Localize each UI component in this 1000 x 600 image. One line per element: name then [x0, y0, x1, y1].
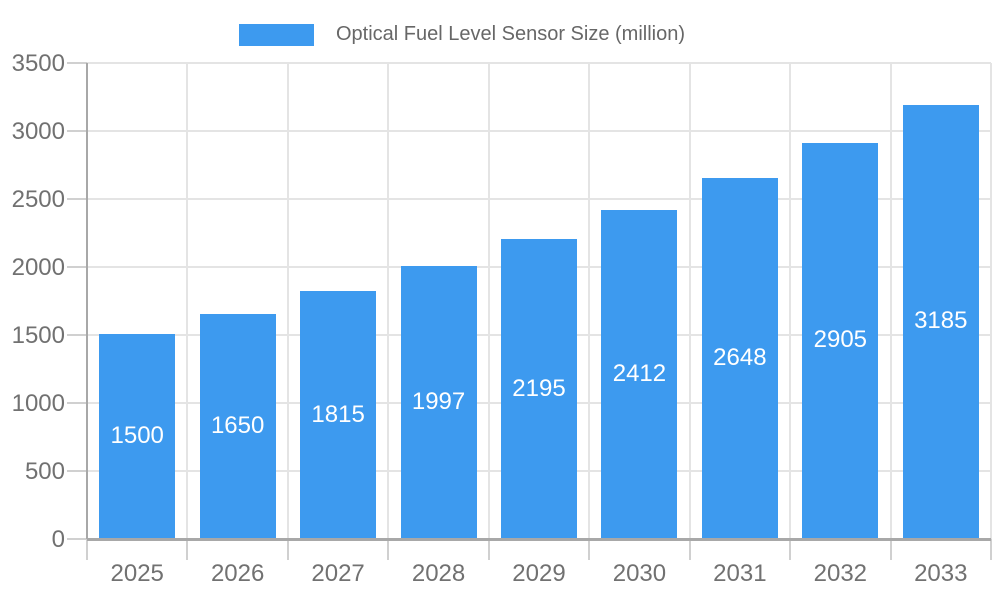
gridline-vertical	[688, 63, 691, 539]
bar[interactable]: 2412	[601, 209, 678, 538]
x-tick-label: 2027	[311, 560, 365, 587]
x-tick-label: 2029	[512, 560, 566, 587]
x-axis-tick	[588, 539, 591, 560]
x-axis-tick	[789, 539, 792, 560]
gridline-vertical	[186, 63, 189, 539]
y-tick-label: 1000	[11, 389, 65, 417]
x-axis-tick	[889, 539, 892, 560]
y-axis-tick	[67, 198, 87, 200]
bar[interactable]: 2648	[701, 177, 778, 538]
gridline-vertical	[487, 63, 490, 539]
y-tick-label: 3000	[11, 117, 65, 145]
plot-area: 1500 1650 1815 1997 2195 2412 2648 2905 3185	[67, 62, 992, 560]
gridline-vertical	[286, 63, 289, 539]
bar-value-label: 2412	[612, 359, 667, 387]
x-tick-label: 2030	[612, 560, 667, 587]
x-tick-label: 2025	[110, 560, 164, 587]
x-tick-label: 2033	[914, 560, 968, 587]
gridline-vertical	[387, 63, 390, 539]
y-tick-label: 500	[24, 457, 65, 485]
x-tick-label: 2032	[813, 560, 868, 587]
x-axis-tick	[186, 539, 189, 560]
bar[interactable]: 1815	[300, 291, 377, 538]
gridline-vertical	[889, 63, 892, 539]
y-axis-tick	[67, 62, 87, 64]
bar[interactable]: 1500	[99, 334, 176, 538]
bar-value-label: 2195	[512, 374, 566, 402]
y-axis-tick	[67, 130, 87, 132]
x-axis-tick	[990, 539, 992, 560]
gridline-vertical	[588, 63, 591, 539]
y-tick-label: 3500	[11, 49, 65, 77]
y-axis-tick	[67, 402, 87, 404]
legend[interactable]: Optical Fuel Level Sensor Size (million)	[239, 23, 685, 46]
bar[interactable]: 3185	[902, 104, 979, 538]
bar-value-label: 1650	[210, 411, 265, 439]
bar-value-label: 1997	[411, 388, 466, 416]
y-axis-tick	[67, 334, 87, 336]
y-axis-tick	[67, 538, 87, 540]
bar[interactable]: 1997	[400, 266, 477, 538]
x-tick-label: 2031	[713, 560, 767, 587]
gridline-vertical	[789, 63, 792, 539]
bar-value-label: 1500	[110, 422, 164, 449]
x-axis-tick	[387, 539, 390, 560]
bar-value-label: 1815	[311, 400, 365, 428]
x-tick-label: 2026	[210, 560, 265, 587]
x-axis-tick	[286, 539, 289, 560]
bar[interactable]: 2195	[501, 239, 577, 538]
y-axis-tick	[67, 266, 87, 268]
legend-swatch-icon	[239, 23, 314, 46]
gridline-horizontal	[87, 198, 991, 200]
bar-value-label: 2648	[713, 343, 767, 371]
bar-value-label: 2905	[813, 326, 868, 354]
gridline-vertical	[990, 63, 992, 539]
y-tick-label: 0	[51, 525, 65, 553]
y-tick-label: 2500	[11, 185, 65, 213]
bar-value-label: 3185	[914, 307, 968, 335]
x-axis-tick	[487, 539, 490, 560]
x-axis-line	[87, 538, 991, 541]
x-axis-tick	[688, 539, 691, 560]
legend-label: Optical Fuel Level Sensor Size (million)	[336, 23, 686, 45]
y-tick-label: 1500	[11, 321, 65, 349]
y-tick-label: 2000	[11, 253, 65, 281]
x-axis-tick	[86, 539, 88, 560]
y-axis-tick	[67, 470, 87, 472]
gridline-horizontal	[87, 130, 991, 132]
bar[interactable]: 1650	[199, 313, 276, 538]
bar[interactable]: 2905	[802, 142, 879, 538]
x-tick-label: 2028	[411, 560, 466, 587]
gridline-horizontal	[87, 62, 991, 64]
y-axis-line	[86, 63, 88, 539]
